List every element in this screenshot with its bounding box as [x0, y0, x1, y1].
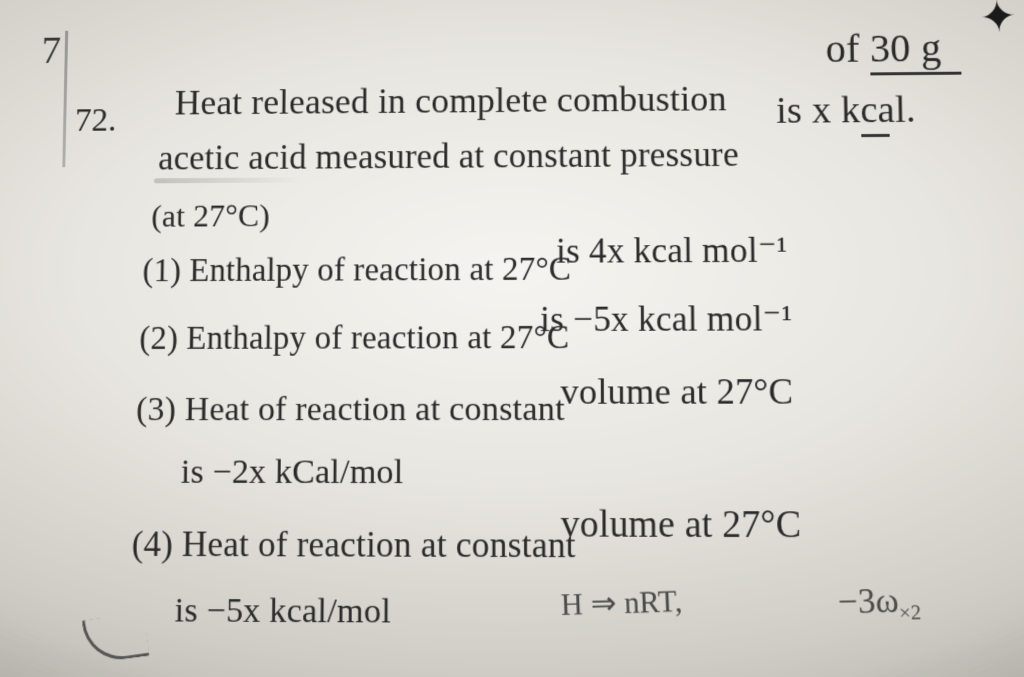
question-line-2-right: is x kcal. — [776, 88, 916, 133]
question-line-1-right: of 30 g — [825, 24, 942, 72]
handwritten-note-2-sub: ×2 — [899, 601, 922, 625]
question-number: 72. — [75, 102, 117, 139]
option-1-right: is 4x kcal mol⁻¹ — [556, 231, 788, 272]
question-line-1-left: Heat released in complete combustion — [175, 78, 727, 124]
option-2-right: is −5x kcal mol⁻¹ — [540, 299, 793, 340]
handwritten-note-2: −3ω×2 — [837, 581, 922, 628]
option-3-left: (3) Heat of reaction at constant — [136, 391, 565, 430]
corner-decoration: ✦ — [977, 0, 1019, 44]
handwritten-note-1: H ⇒ nRT, — [560, 583, 683, 623]
option-4-continuation: is −5x kcal/mol — [174, 592, 391, 632]
margin-rule — [62, 31, 68, 167]
option-1-left: (1) Enthalpy of reaction at 27°C — [142, 252, 571, 291]
question-line-3: (at 27°C) — [151, 197, 270, 234]
option-3-continuation: is −2x kCal/mol — [181, 453, 404, 492]
handwritten-note-2-main: −3ω — [837, 581, 900, 621]
textbook-page: ✦ 7 72. Heat released in complete combus… — [0, 0, 1024, 677]
page-corner-curl — [82, 612, 150, 664]
option-4-left: (4) Heat of reaction at constant — [131, 524, 575, 566]
option-2-left: (2) Enthalpy of reaction at 27°C — [139, 320, 569, 358]
underline-30g — [870, 72, 961, 76]
option-4-right: volume at 27°C — [561, 503, 802, 548]
question-line-2-left: acetic acid measured at constant pressur… — [158, 135, 739, 178]
page-margin-number: 7 — [41, 27, 61, 73]
print-smudge — [154, 177, 302, 183]
option-3-right: volume at 27°C — [560, 370, 793, 413]
underline-x — [861, 134, 889, 137]
